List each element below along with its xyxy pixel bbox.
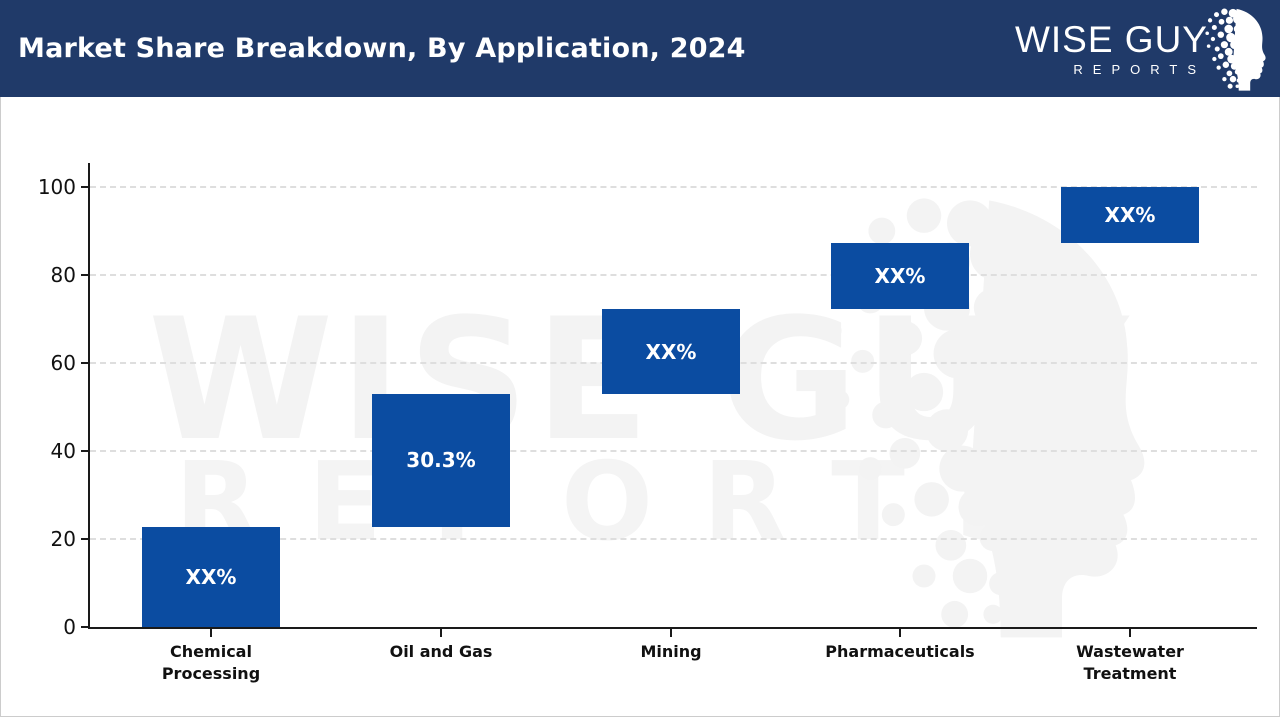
bar-mining: XX% [602,309,740,394]
bar-value-label: XX% [874,264,926,289]
brand-name: WISE GUY [1014,19,1208,61]
x-axis-line [88,627,1257,629]
bar-value-label: XX% [1104,202,1156,227]
header-bar: Market Share Breakdown, By Application, … [0,0,1280,97]
x-axis-tickmark [670,629,672,637]
x-axis-category-label: Pharmaceuticals [825,642,975,661]
x-axis-tickmark [899,629,901,637]
y-axis-tick-label: 20 [50,527,76,551]
watermark-brand-subname: REPORTS [175,440,1083,565]
y-axis-tickmark [81,186,90,188]
bar-wastewater-treatment: XX% [1061,187,1199,243]
x-axis-category-label: Chemical Processing [161,642,261,683]
gridline-y100 [90,186,1257,188]
y-axis-tickmark [81,450,90,452]
page-title: Market Share Breakdown, By Application, … [18,33,746,64]
bar-value-label: XX% [645,339,697,364]
bar-chemical-processing: XX% [142,527,280,627]
brand-logo-text: WISE GUY REPORTS [1014,19,1208,77]
x-axis-tickmark [210,629,212,637]
y-axis-tickmark [81,274,90,276]
x-axis-tickmark [440,629,442,637]
y-axis-tick-label: 100 [37,175,76,199]
y-axis-tick-label: 0 [63,615,76,639]
gridline-y80 [90,274,1257,276]
x-axis-category-label: Wastewater Treatment [1076,642,1184,683]
bar-oil-and-gas: 30.3% [372,393,510,528]
dotted-head-icon [1205,8,1266,91]
bar-value-label: XX% [185,565,237,590]
y-axis-line [88,163,90,629]
x-axis-category-label: Mining [640,642,702,661]
x-axis-category-label: Oil and Gas [389,642,493,661]
y-axis-tick-label: 40 [50,439,76,463]
x-axis-tickmark [1129,629,1131,637]
bar-value-label: 30.3% [406,448,476,473]
watermark-head-icon [822,198,1145,638]
brand-subname: REPORTS [1073,61,1206,77]
y-axis-tickmark [81,538,90,540]
gridline-y40 [90,450,1257,452]
y-axis-tick-label: 80 [50,263,76,287]
y-axis-tick-label: 60 [50,351,76,375]
y-axis-tickmark [81,626,90,628]
brand-logo: WISE GUY REPORTS [1015,4,1272,94]
y-axis-tickmark [81,362,90,364]
bar-pharmaceuticals: XX% [831,242,969,310]
gridline-y20 [90,538,1257,540]
